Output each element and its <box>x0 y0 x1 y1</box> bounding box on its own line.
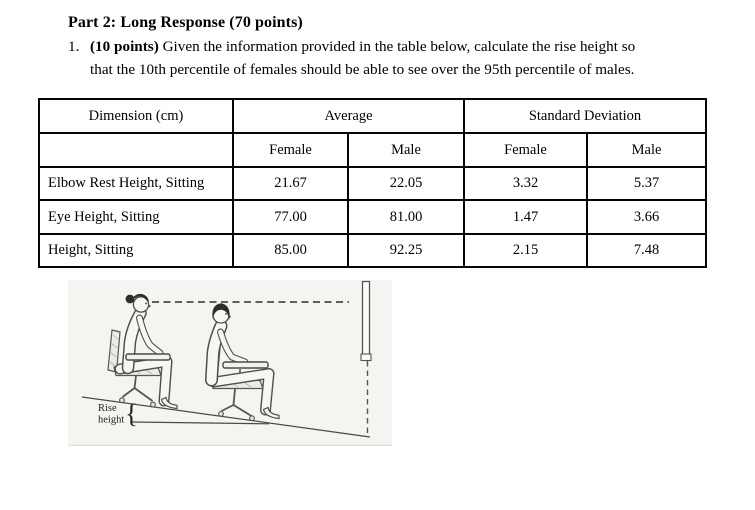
chair-backrest-hatch <box>109 334 119 367</box>
cell-value: 92.25 <box>347 233 465 268</box>
leg-fill <box>209 369 274 415</box>
header-blank-cell <box>38 132 234 168</box>
cell-value: 85.00 <box>232 233 349 268</box>
cell-value: 77.00 <box>232 199 349 235</box>
hair-bun <box>125 294 135 304</box>
row-dimension-label: Elbow Rest Height, Sitting <box>38 166 234 201</box>
question-block: 1. (10 points) Given the information pro… <box>68 36 722 81</box>
cell-value: 2.15 <box>463 233 588 268</box>
cell-value: 3.66 <box>585 199 708 235</box>
hair <box>133 293 149 302</box>
screen-board-base <box>360 353 372 362</box>
chair-wheel <box>119 397 125 404</box>
head <box>132 296 150 313</box>
nose <box>148 304 152 308</box>
arm-fill <box>218 329 248 365</box>
subheader-sd-female: Female <box>463 132 588 168</box>
part-heading: Part 2: Long Response (70 points) <box>68 14 303 31</box>
header-average: Average <box>232 98 465 134</box>
chair-wheel <box>218 410 224 417</box>
chair-armrest <box>125 353 171 361</box>
question-points-label: (10 points) <box>90 38 159 55</box>
cell-value: 1.47 <box>463 199 588 235</box>
table-row: Eye Height, Sitting 77.00 81.00 1.47 3.6… <box>38 199 708 235</box>
foot <box>262 406 280 420</box>
cell-value: 3.32 <box>463 166 588 201</box>
rise-height-label-line1: Rise <box>98 403 117 414</box>
rise-height-label-line2: height <box>98 415 124 426</box>
table-header-row-groups: Dimension (cm) Average Standard Deviatio… <box>38 98 708 134</box>
question-line-1: Given the information provided in the ta… <box>162 38 636 55</box>
chair-base <box>221 388 252 417</box>
table-row: Height, Sitting 85.00 92.25 2.15 7.48 <box>38 233 708 268</box>
eye <box>145 302 147 305</box>
ramp-illustration-svg: { Rise height <box>68 280 392 446</box>
chair-wheel <box>150 401 156 408</box>
anthropometric-table: Dimension (cm) Average Standard Deviatio… <box>38 98 708 268</box>
chair-base <box>121 375 154 402</box>
rise-height-brace: { <box>125 399 138 429</box>
cell-value: 5.37 <box>585 166 708 201</box>
cell-value: 7.48 <box>585 233 708 268</box>
cell-value: 22.05 <box>347 166 465 201</box>
question-number: 1. <box>68 38 80 55</box>
screen-board <box>361 280 371 356</box>
question-text: (10 points) Given the information provid… <box>90 36 722 81</box>
leg-fill <box>115 357 172 406</box>
subheader-average-male: Male <box>347 132 465 168</box>
hair <box>212 303 230 320</box>
table-row: Elbow Rest Height, Sitting 21.67 22.05 3… <box>38 166 708 201</box>
row-dimension-label: Eye Height, Sitting <box>38 199 234 235</box>
chair-wheel <box>249 415 255 422</box>
header-dimension: Dimension (cm) <box>38 98 234 134</box>
cell-value: 81.00 <box>347 199 465 235</box>
anthropometric-table-wrap: Dimension (cm) Average Standard Deviatio… <box>38 98 708 268</box>
question-line-2: that the 10th percentile of females shou… <box>90 60 635 78</box>
foot <box>160 396 178 410</box>
ramp-slope-line <box>81 396 371 438</box>
subheader-sd-male: Male <box>585 132 708 168</box>
seated-woman-figure <box>107 293 178 410</box>
cell-value: 21.67 <box>232 166 349 201</box>
chair-armrest <box>222 361 269 369</box>
table-header-row-sub: Female Male Female Male <box>38 132 708 168</box>
subheader-average-female: Female <box>232 132 349 168</box>
seated-man-figure <box>205 303 280 422</box>
header-standard-deviation: Standard Deviation <box>462 98 708 134</box>
row-dimension-label: Height, Sitting <box>38 233 234 268</box>
ramp-illustration: { Rise height <box>68 280 392 446</box>
eye <box>225 313 227 315</box>
ramp-base-line <box>131 421 270 425</box>
arm-fill <box>137 315 163 356</box>
